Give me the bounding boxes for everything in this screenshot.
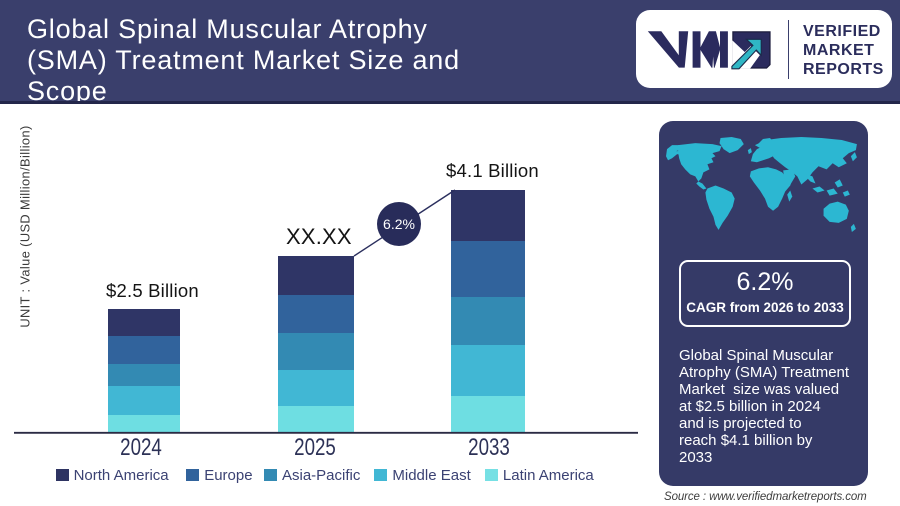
svg-text:6.2%: 6.2% — [383, 216, 415, 232]
